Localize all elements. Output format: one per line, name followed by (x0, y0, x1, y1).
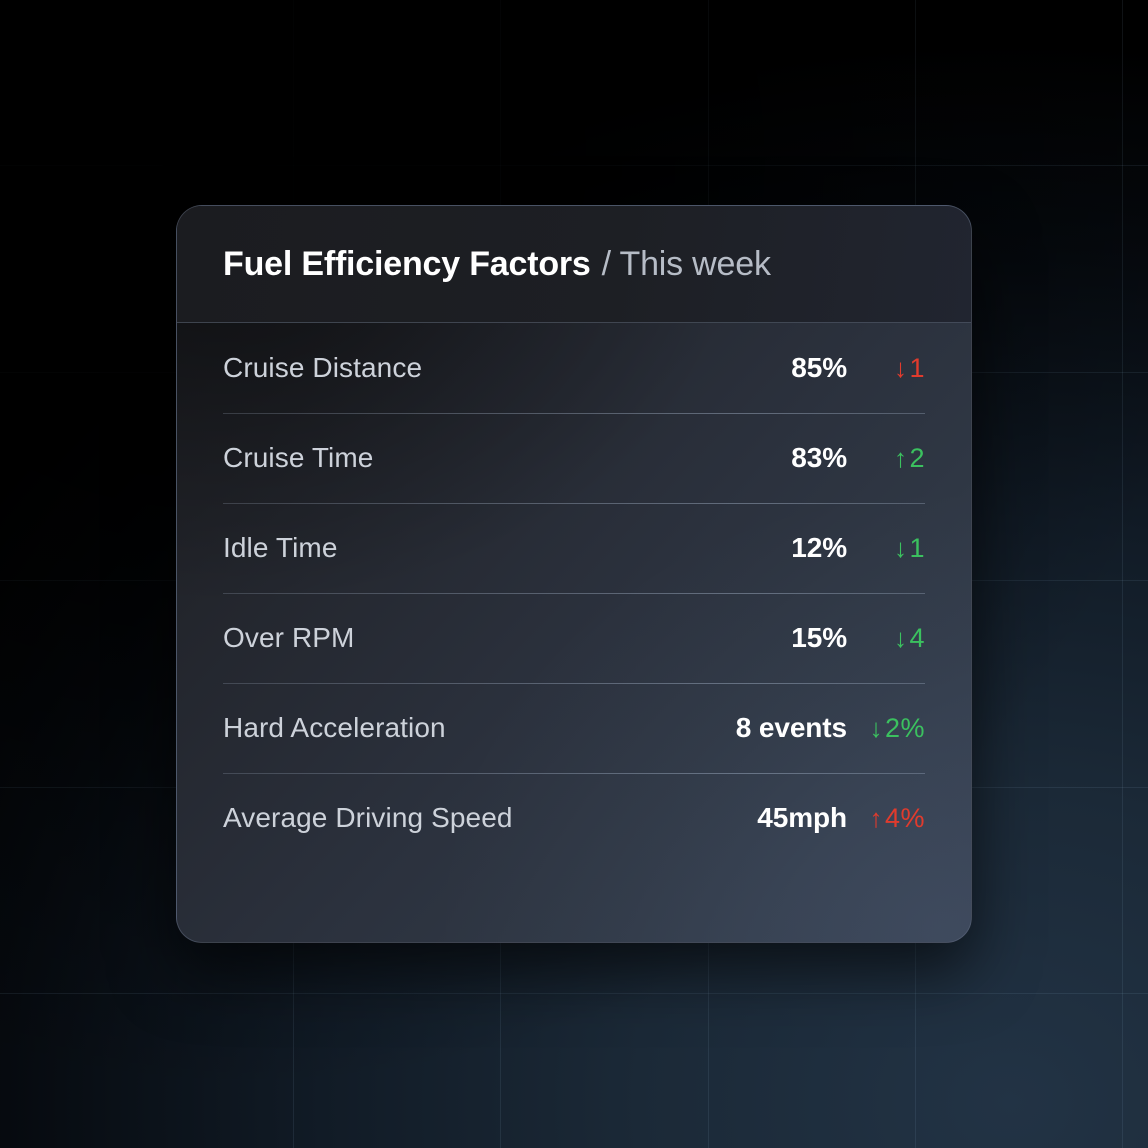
grid-line-horizontal (0, 993, 1148, 994)
metric-label: Cruise Distance (223, 352, 423, 383)
metric-value: 12% (791, 532, 847, 563)
metric-delta-up-icon: ↑2 (847, 443, 925, 474)
arrow-down-icon: ↓ (893, 623, 908, 653)
arrow-down-icon: ↓ (869, 713, 883, 743)
metric-right-group: 15% ↓4 (791, 622, 925, 654)
metric-row[interactable]: Cruise Distance 85% ↓1 (223, 323, 925, 413)
metric-row[interactable]: Cruise Time 83% ↑2 (223, 413, 925, 503)
metrics-list: Cruise Distance 85% ↓1 Cruise Time 83% ↑2 Idle… (177, 323, 971, 863)
arrow-down-icon: ↓ (893, 533, 908, 563)
metric-row[interactable]: Over RPM 15% ↓4 (223, 593, 925, 683)
arrow-up-icon: ↑ (869, 803, 883, 833)
metric-value: 8 events (735, 712, 847, 743)
arrow-up-icon: ↑ (893, 443, 908, 473)
card-subtitle: / This week (601, 244, 771, 283)
metric-delta-value: 1 (909, 533, 925, 563)
metric-value: 15% (791, 622, 847, 653)
metric-delta-down-icon: ↓1 (847, 353, 925, 384)
metric-delta-down-icon: ↓4 (847, 623, 925, 654)
metric-right-group: 45mph ↑4% (757, 802, 925, 834)
metric-row[interactable]: Hard Acceleration 8 events ↓2% (223, 683, 925, 773)
metric-row[interactable]: Idle Time 12% ↓1 (223, 503, 925, 593)
metric-row[interactable]: Average Driving Speed 45mph ↑4% (223, 773, 925, 863)
grid-line-vertical (1122, 0, 1123, 1148)
arrow-down-icon: ↓ (893, 353, 908, 383)
metric-right-group: 12% ↓1 (791, 532, 925, 564)
metric-delta-value: 4 (909, 623, 925, 653)
metric-label: Over RPM (223, 622, 355, 653)
metric-label: Average Driving Speed (223, 802, 513, 833)
metric-delta-up-icon: ↑4% (847, 803, 925, 834)
metric-delta-value: 4% (884, 803, 925, 833)
metric-right-group: 8 events ↓2% (736, 712, 925, 744)
metric-label: Hard Acceleration (223, 712, 446, 743)
metric-value: 45mph (757, 802, 847, 833)
metric-value: 85% (791, 352, 847, 383)
metric-delta-down-icon: ↓2% (847, 713, 925, 744)
metric-label: Idle Time (223, 532, 338, 563)
fuel-efficiency-card: Fuel Efficiency Factors / This week Crui… (176, 205, 972, 943)
metric-label: Cruise Time (223, 442, 374, 473)
metric-delta-down-icon: ↓1 (847, 533, 925, 564)
metric-right-group: 83% ↑2 (791, 442, 925, 474)
page-title: Fuel Efficiency Factors / This week (223, 245, 771, 284)
metric-delta-value: 2% (884, 713, 925, 743)
metric-delta-value: 1 (909, 353, 925, 383)
grid-line-horizontal (0, 165, 1148, 166)
metric-value: 83% (791, 442, 847, 473)
metric-right-group: 85% ↓1 (791, 352, 925, 384)
metric-delta-value: 2 (909, 443, 925, 473)
card-header: Fuel Efficiency Factors / This week (177, 206, 971, 323)
card-title: Fuel Efficiency Factors (223, 244, 591, 283)
